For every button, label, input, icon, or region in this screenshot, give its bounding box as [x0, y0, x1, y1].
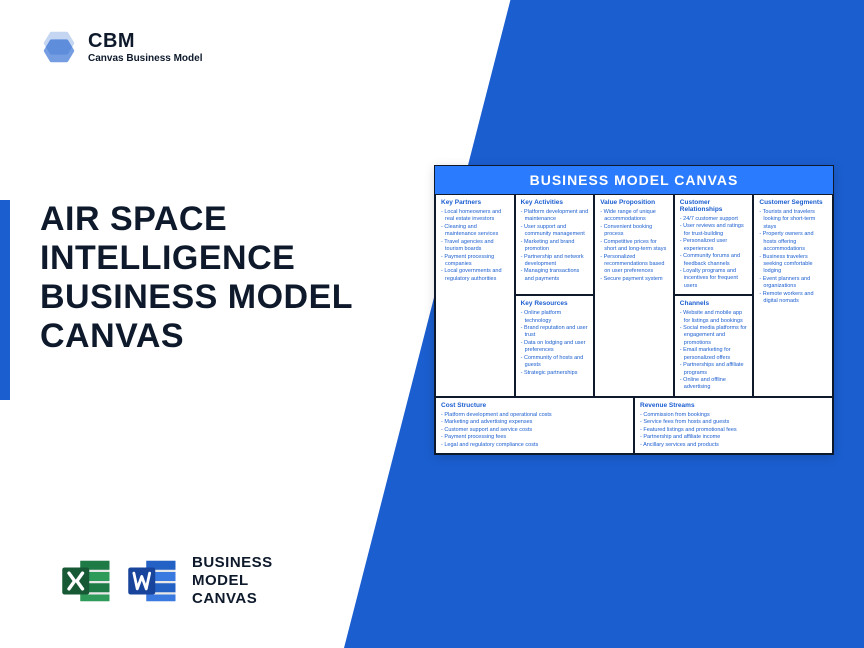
cell-cost-structure: Cost Structure Platform development and … [435, 397, 634, 454]
list-item: Personalized user experiences [680, 238, 748, 253]
main-title: AIR SPACE INTELLIGENCE BUSINESS MODEL CA… [40, 200, 380, 356]
excel-icon [60, 554, 114, 608]
list-item: Secure payment system [600, 276, 668, 283]
cell-revenue-streams: Revenue Streams Commission from bookings… [634, 397, 833, 454]
list-item: Customer support and service costs [441, 427, 628, 434]
list-item: Convenient booking process [600, 224, 668, 239]
list-item: Remote workers and digital nomads [759, 291, 827, 306]
cell-title: Customer Relationships [680, 199, 748, 213]
app-icons-row: BUSINESS MODEL CANVAS [60, 554, 273, 608]
logo-subtitle: Canvas Business Model [88, 53, 202, 64]
list-item: Event planners and organizations [759, 276, 827, 291]
list-item: User reviews and ratings for trust-build… [680, 223, 748, 238]
list-item: Platform development and maintenance [521, 209, 589, 224]
list-item: Social media platforms for engagement an… [680, 325, 748, 347]
list-item: 24/7 customer support [680, 216, 748, 223]
main-title-block: AIR SPACE INTELLIGENCE BUSINESS MODEL CA… [40, 200, 380, 356]
list-item: Local homeowners and real estate investo… [441, 209, 509, 224]
list-item: Tourists and travelers looking for short… [759, 209, 827, 231]
logo: CBM Canvas Business Model [40, 28, 202, 66]
list-item: Data on lodging and user preferences [521, 340, 589, 355]
cell-title: Cost Structure [441, 402, 628, 409]
list-item: Business travelers seeking comfortable l… [759, 254, 827, 276]
list-item: Legal and regulatory compliance costs [441, 442, 628, 449]
cell-customer-relationships: Customer Relationships 24/7 customer sup… [674, 194, 754, 295]
list-item: Partnership and affiliate income [640, 434, 827, 441]
cell-key-resources: Key Resources Online platform technology… [515, 295, 595, 397]
bmc-label: BUSINESS MODEL CANVAS [192, 554, 273, 608]
cell-list: Tourists and travelers looking for short… [759, 209, 827, 305]
canvas-header: BUSINESS MODEL CANVAS [435, 166, 833, 194]
cell-value-proposition: Value Proposition Wide range of unique a… [594, 194, 674, 397]
list-item: Marketing and advertising expenses [441, 419, 628, 426]
list-item: Loyalty programs and incentives for freq… [680, 268, 748, 290]
cell-list: Commission from bookingsService fees fro… [640, 412, 827, 449]
cell-title: Key Partners [441, 199, 509, 206]
list-item: Partnership and network development [521, 254, 589, 269]
list-item: Travel agencies and tourism boards [441, 239, 509, 254]
cell-customer-segments: Customer Segments Tourists and travelers… [753, 194, 833, 397]
cell-title: Value Proposition [600, 199, 668, 206]
cell-key-partners: Key Partners Local homeowners and real e… [435, 194, 515, 397]
cell-list: Online platform technologyBrand reputati… [521, 310, 589, 377]
cell-title: Revenue Streams [640, 402, 827, 409]
cell-title: Channels [680, 300, 748, 307]
cell-list: Local homeowners and real estate investo… [441, 209, 509, 283]
list-item: Online platform technology [521, 310, 589, 325]
list-item: Competitive prices for short and long-te… [600, 239, 668, 254]
cell-list: Platform development and operational cos… [441, 412, 628, 449]
list-item: Platform development and operational cos… [441, 412, 628, 419]
cell-channels: Channels Website and mobile app for list… [674, 295, 754, 397]
canvas-bottom-row: Cost Structure Platform development and … [435, 397, 833, 454]
cell-title: Customer Segments [759, 199, 827, 206]
list-item: Email marketing for personalized offers [680, 347, 748, 362]
list-item: Wide range of unique accommodations [600, 209, 668, 224]
list-item: Personalized recommendations based on us… [600, 254, 668, 276]
list-item: Payment processing fees [441, 434, 628, 441]
list-item: Online and offline advertising [680, 377, 748, 392]
cell-key-activities: Key Activities Platform development and … [515, 194, 595, 295]
list-item: Brand reputation and user trust [521, 325, 589, 340]
logo-icon [40, 28, 78, 66]
word-icon [126, 554, 180, 608]
list-item: Service fees from hosts and guests [640, 419, 827, 426]
list-item: Cleaning and maintenance services [441, 224, 509, 239]
list-item: User support and community management [521, 224, 589, 239]
list-item: Commission from bookings [640, 412, 827, 419]
list-item: Property owners and hosts offering accom… [759, 231, 827, 253]
canvas-sheet: BUSINESS MODEL CANVAS Key Partners Local… [434, 165, 834, 455]
list-item: Featured listings and promotional fees [640, 427, 827, 434]
list-item: Local governments and regulatory authori… [441, 268, 509, 283]
canvas-grid: Key Partners Local homeowners and real e… [435, 194, 833, 397]
list-item: Strategic partnerships [521, 370, 589, 377]
list-item: Managing transactions and payments [521, 268, 589, 283]
list-item: Marketing and brand promotion [521, 239, 589, 254]
cell-list: Website and mobile app for listings and … [680, 310, 748, 392]
list-item: Payment processing companies [441, 254, 509, 269]
title-accent-bar [0, 200, 10, 400]
list-item: Website and mobile app for listings and … [680, 310, 748, 325]
cell-list: Wide range of unique accommodationsConve… [600, 209, 668, 283]
list-item: Community of hosts and guests [521, 355, 589, 370]
list-item: Partnerships and affiliate programs [680, 362, 748, 377]
cell-list: 24/7 customer supportUser reviews and ra… [680, 216, 748, 290]
cell-title: Key Activities [521, 199, 589, 206]
list-item: Community forums and feedback channels [680, 253, 748, 268]
logo-title: CBM [88, 30, 202, 53]
cell-list: Platform development and maintenanceUser… [521, 209, 589, 283]
cell-title: Key Resources [521, 300, 589, 307]
list-item: Ancillary services and products [640, 442, 827, 449]
